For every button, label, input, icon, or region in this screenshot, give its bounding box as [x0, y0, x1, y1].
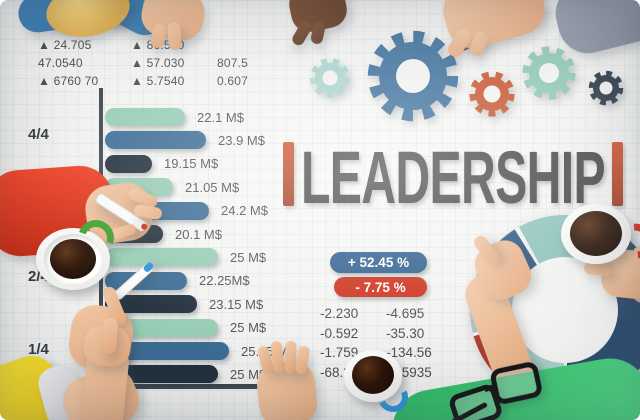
negative-value: -1.759 [320, 345, 359, 360]
bar-value-label: 21.05 M$ [185, 179, 240, 195]
bar-row: 22.1 M$ [105, 108, 244, 126]
ticker-value: ▲ 6760 70 [38, 74, 99, 88]
bar-segment [105, 154, 152, 173]
ticker-value: ▲ 57.030 [131, 56, 185, 70]
negative-value: -35.30 [386, 325, 425, 341]
coffee [570, 211, 622, 256]
index-finger [101, 317, 119, 355]
bar-row: 23.15 M$ [105, 295, 264, 314]
bar-value-label: 22.1 M$ [197, 109, 244, 125]
bar-value-label: 23.9 M$ [218, 132, 265, 148]
bar-row: 25 M$ [105, 318, 267, 337]
gear-icon [367, 30, 459, 122]
negative-value: -4.695 [386, 306, 425, 321]
title-bracket-left [283, 142, 294, 206]
bar-segment [105, 295, 197, 314]
bar-value-label: 19.15 M$ [164, 156, 219, 172]
bar-value-label: 25 M$ [230, 320, 267, 336]
bar-segment [105, 248, 218, 267]
lens [489, 360, 544, 406]
negative-value: -0.592 [320, 325, 359, 341]
leadership-title: LEADERSHIP [301, 140, 606, 212]
gear-icon [469, 71, 515, 117]
bar-segment [105, 342, 229, 360]
y-axis-label: 1/4 [28, 341, 49, 358]
ticker-value: 47.0540 [38, 56, 83, 70]
title-text: LEADERSHIP [301, 140, 605, 212]
bar-axis-x [99, 384, 262, 389]
negative-value: -2.230 [320, 306, 359, 321]
bar-value-label: 20.1 M$ [175, 226, 222, 242]
positive-percent-pill: + 52.45 % [330, 252, 427, 273]
gear-icon [522, 46, 576, 100]
bar-segment [105, 108, 185, 126]
y-axis-label: 4/4 [28, 126, 49, 143]
bar-value-label: 24.2 M$ [221, 203, 268, 219]
bar-row: 19.15 M$ [105, 154, 219, 173]
bar-row: 23.9 M$ [105, 131, 265, 150]
bar-segment [105, 318, 218, 337]
ticker-value: ▲ 5.7540 [131, 74, 185, 88]
bar-segment [105, 365, 218, 384]
bar-value-label: 23.15 M$ [209, 296, 264, 312]
gear-icon [588, 70, 624, 106]
gear-icon [310, 58, 350, 98]
bar-row: 25 M$ [105, 248, 267, 267]
ticker-value: 807.5 [217, 56, 249, 70]
bar-value-label: 22.25M$ [199, 273, 250, 289]
title-bracket-right [612, 142, 623, 206]
coffee [50, 239, 96, 279]
negative-value: -134.56 [386, 345, 432, 360]
bar-value-label: 25 M$ [230, 249, 267, 265]
ticker-value: 0.607 [217, 74, 249, 88]
ticker-value: ▲ 24.705 [38, 38, 92, 52]
negative-percent-pill: - 7.75 % [334, 277, 427, 297]
finger [167, 21, 182, 51]
bar-segment [105, 131, 206, 150]
coffee [352, 356, 394, 394]
